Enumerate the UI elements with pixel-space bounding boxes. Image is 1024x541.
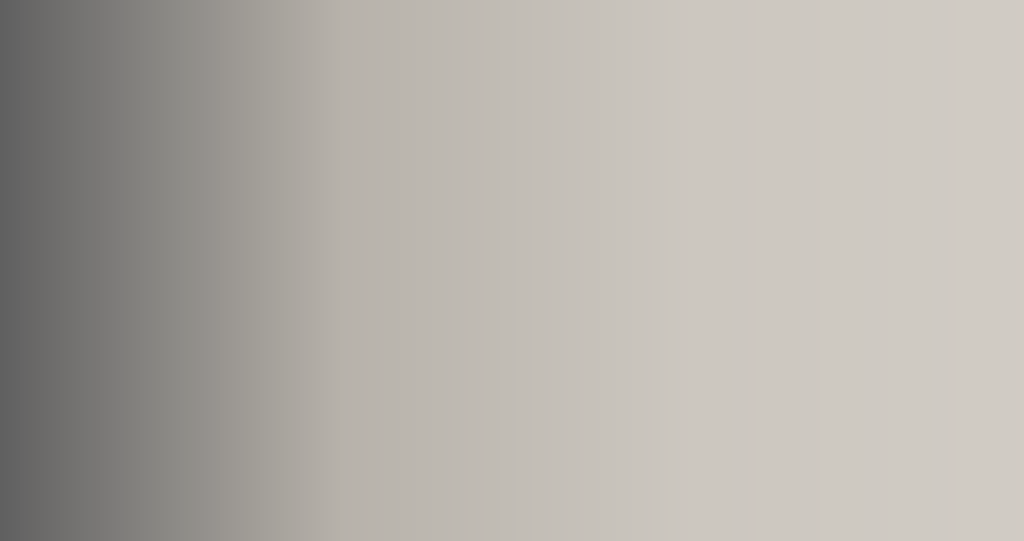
Text: 4: 4: [598, 411, 610, 430]
Text: 3: 3: [598, 459, 610, 477]
Text: 17.: 17.: [243, 88, 273, 105]
Text: R: R: [558, 173, 567, 186]
Text: ): ): [626, 428, 640, 462]
Text: R: R: [435, 360, 444, 373]
Text: R: R: [578, 314, 586, 327]
Text: (a)  2R: (a) 2R: [274, 433, 336, 452]
Text: R: R: [511, 267, 520, 280]
Text: R: R: [558, 360, 567, 373]
Text: (: (: [568, 428, 583, 462]
Text: R: R: [416, 314, 425, 327]
Text: B: B: [685, 285, 694, 298]
Text: R: R: [643, 307, 652, 320]
Text: R: R: [643, 226, 652, 239]
Text: R: R: [435, 173, 444, 186]
Text: A: A: [312, 285, 322, 298]
Text: $(b)$: $(b)$: [545, 432, 570, 452]
Text: R: R: [578, 220, 586, 233]
Text: R: R: [416, 220, 425, 233]
Text: R: R: [350, 226, 358, 239]
Text: and B is :: and B is :: [299, 126, 381, 142]
Text: In the circuit shown in fig. net resistance between A: In the circuit shown in fig. net resista…: [299, 88, 760, 105]
Text: R: R: [655, 432, 671, 450]
Text: 22: 22: [894, 317, 916, 335]
Text: R: R: [350, 307, 358, 320]
